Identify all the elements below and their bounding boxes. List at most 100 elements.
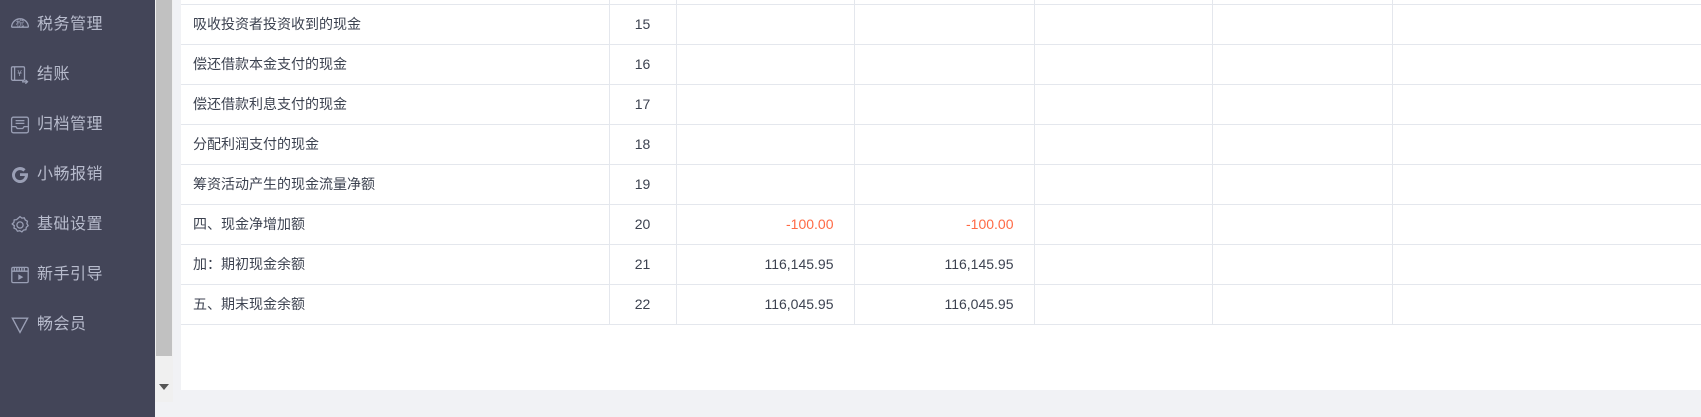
archive-box-icon xyxy=(3,112,37,138)
row-value-col2[interactable]: -100.00 xyxy=(854,204,1035,245)
tax-badge-icon: 税 xyxy=(3,12,37,38)
row-value-col1[interactable]: 116,045.95 xyxy=(676,284,855,325)
row-value-col2[interactable]: 116,045.95 xyxy=(854,284,1035,325)
row-value-col1[interactable] xyxy=(676,44,855,85)
row-value-col1[interactable] xyxy=(676,4,855,45)
sidebar-item-6[interactable]: 新手引导 xyxy=(0,250,155,300)
row-item-name[interactable]: 五、期末现金余额 xyxy=(181,284,610,325)
svg-text:税: 税 xyxy=(16,18,25,29)
row-line-number[interactable]: 14 xyxy=(609,0,677,5)
sidebar-item-7[interactable]: 畅会员 xyxy=(0,300,155,350)
sidebar-item-2[interactable]: ¥ 结账 xyxy=(0,50,155,100)
row-value-col5[interactable] xyxy=(1392,0,1701,5)
sidebar-nav-list: 税 税务管理 ¥ 结账归档管理小畅报销基础设置新手引导畅会员 xyxy=(0,0,155,350)
row-item-name[interactable]: 筹资活动产生的现金流量净额 xyxy=(181,164,610,205)
sidebar-item-label: 新手引导 xyxy=(37,266,104,283)
cash-flow-table: 取得借款收到的现金14吸收投资者投资收到的现金15偿还借款本金支付的现金16偿还… xyxy=(181,0,1701,325)
video-guide-icon xyxy=(3,262,37,288)
row-value-col2[interactable] xyxy=(854,0,1035,5)
row-item-name[interactable]: 偿还借款利息支付的现金 xyxy=(181,84,610,125)
row-value-col1[interactable] xyxy=(676,124,855,165)
row-value-col5[interactable] xyxy=(1392,284,1701,325)
row-value-col4[interactable] xyxy=(1212,44,1393,85)
row-value-col3[interactable] xyxy=(1034,124,1213,165)
row-line-number[interactable]: 22 xyxy=(609,284,677,325)
table-row[interactable]: 五、期末现金余额 22 116,045.95 116,045.95 xyxy=(181,284,1701,325)
table-row[interactable]: 偿还借款利息支付的现金 17 xyxy=(181,84,1701,125)
row-value-col3[interactable] xyxy=(1034,284,1213,325)
row-value-col5[interactable] xyxy=(1392,84,1701,125)
table-row[interactable]: 分配利润支付的现金 18 xyxy=(181,124,1701,165)
row-value-col5[interactable] xyxy=(1392,244,1701,285)
row-value-col1[interactable] xyxy=(676,164,855,205)
row-item-name[interactable]: 取得借款收到的现金 xyxy=(181,0,610,5)
row-value-col4[interactable] xyxy=(1212,244,1393,285)
row-value-col4[interactable] xyxy=(1212,0,1393,5)
row-value-col2[interactable] xyxy=(854,4,1035,45)
sidebar-item-4[interactable]: 小畅报销 xyxy=(0,150,155,200)
row-value-col5[interactable] xyxy=(1392,44,1701,85)
table-row[interactable]: 取得借款收到的现金14 xyxy=(181,0,1701,5)
sidebar-item-1[interactable]: 税 税务管理 xyxy=(0,0,155,50)
row-value-col4[interactable] xyxy=(1212,124,1393,165)
row-value-col5[interactable] xyxy=(1392,4,1701,45)
row-value-col2[interactable] xyxy=(854,44,1035,85)
row-value-col2[interactable] xyxy=(854,124,1035,165)
row-item-name[interactable]: 加：期初现金余额 xyxy=(181,244,610,285)
row-line-number[interactable]: 19 xyxy=(609,164,677,205)
row-value-col1[interactable] xyxy=(676,84,855,125)
table-row[interactable]: 吸收投资者投资收到的现金 15 xyxy=(181,4,1701,45)
cash-flow-statement-sheet[interactable]: 取得借款收到的现金14吸收投资者投资收到的现金15偿还借款本金支付的现金16偿还… xyxy=(181,0,1701,390)
row-value-col3[interactable] xyxy=(1034,244,1213,285)
row-line-number[interactable]: 17 xyxy=(609,84,677,125)
sidebar-item-3[interactable]: 归档管理 xyxy=(0,100,155,150)
row-value-col2[interactable]: 116,145.95 xyxy=(854,244,1035,285)
gear-icon xyxy=(3,212,37,238)
row-value-col3[interactable] xyxy=(1034,204,1213,245)
row-value-col4[interactable] xyxy=(1212,204,1393,245)
row-line-number[interactable]: 21 xyxy=(609,244,677,285)
svg-text:¥: ¥ xyxy=(17,69,22,78)
row-value-col4[interactable] xyxy=(1212,284,1393,325)
row-value-col3[interactable] xyxy=(1034,44,1213,85)
main-content: 取得借款收到的现金14吸收投资者投资收到的现金15偿还借款本金支付的现金16偿还… xyxy=(173,0,1701,417)
row-value-col3[interactable] xyxy=(1034,4,1213,45)
row-value-col3[interactable] xyxy=(1034,164,1213,205)
row-item-name[interactable]: 偿还借款本金支付的现金 xyxy=(181,44,610,85)
row-item-name[interactable]: 四、现金净增加额 xyxy=(181,204,610,245)
row-line-number[interactable]: 20 xyxy=(609,204,677,245)
sidebar-item-label: 畅会员 xyxy=(37,316,87,333)
table-row[interactable]: 加：期初现金余额 21 116,145.95 116,145.95 xyxy=(181,244,1701,285)
sidebar-item-label: 结账 xyxy=(37,66,71,83)
table-row[interactable]: 偿还借款本金支付的现金 16 xyxy=(181,44,1701,85)
row-value-col2[interactable] xyxy=(854,84,1035,125)
row-value-col1[interactable]: -100.00 xyxy=(676,204,855,245)
row-item-name[interactable]: 吸收投资者投资收到的现金 xyxy=(181,4,610,45)
table-row[interactable]: 四、现金净增加额 20 -100.00 -100.00 xyxy=(181,204,1701,245)
row-value-col5[interactable] xyxy=(1392,124,1701,165)
row-value-col5[interactable] xyxy=(1392,204,1701,245)
sidebar-scroll-down-button[interactable] xyxy=(155,378,173,396)
sidebar-item-5[interactable]: 基础设置 xyxy=(0,200,155,250)
row-line-number[interactable]: 18 xyxy=(609,124,677,165)
table-row[interactable]: 筹资活动产生的现金流量净额 19 xyxy=(181,164,1701,205)
row-value-col3[interactable] xyxy=(1034,0,1213,5)
row-line-number[interactable]: 16 xyxy=(609,44,677,85)
row-value-col5[interactable] xyxy=(1392,164,1701,205)
row-item-name[interactable]: 分配利润支付的现金 xyxy=(181,124,610,165)
settlement-book-icon: ¥ xyxy=(3,62,37,88)
row-value-col1[interactable] xyxy=(676,0,855,5)
sidebar-item-label: 基础设置 xyxy=(37,216,104,233)
sidebar-item-label: 归档管理 xyxy=(37,116,104,133)
row-value-col4[interactable] xyxy=(1212,164,1393,205)
row-value-col2[interactable] xyxy=(854,164,1035,205)
row-value-col3[interactable] xyxy=(1034,84,1213,125)
sidebar-scrollbar-thumb[interactable] xyxy=(156,0,172,356)
sidebar-item-label: 税务管理 xyxy=(37,16,104,33)
row-value-col1[interactable]: 116,145.95 xyxy=(676,244,855,285)
row-value-col4[interactable] xyxy=(1212,84,1393,125)
row-line-number[interactable]: 15 xyxy=(609,4,677,45)
row-value-col4[interactable] xyxy=(1212,4,1393,45)
sidebar-scrollbar[interactable] xyxy=(155,0,173,402)
